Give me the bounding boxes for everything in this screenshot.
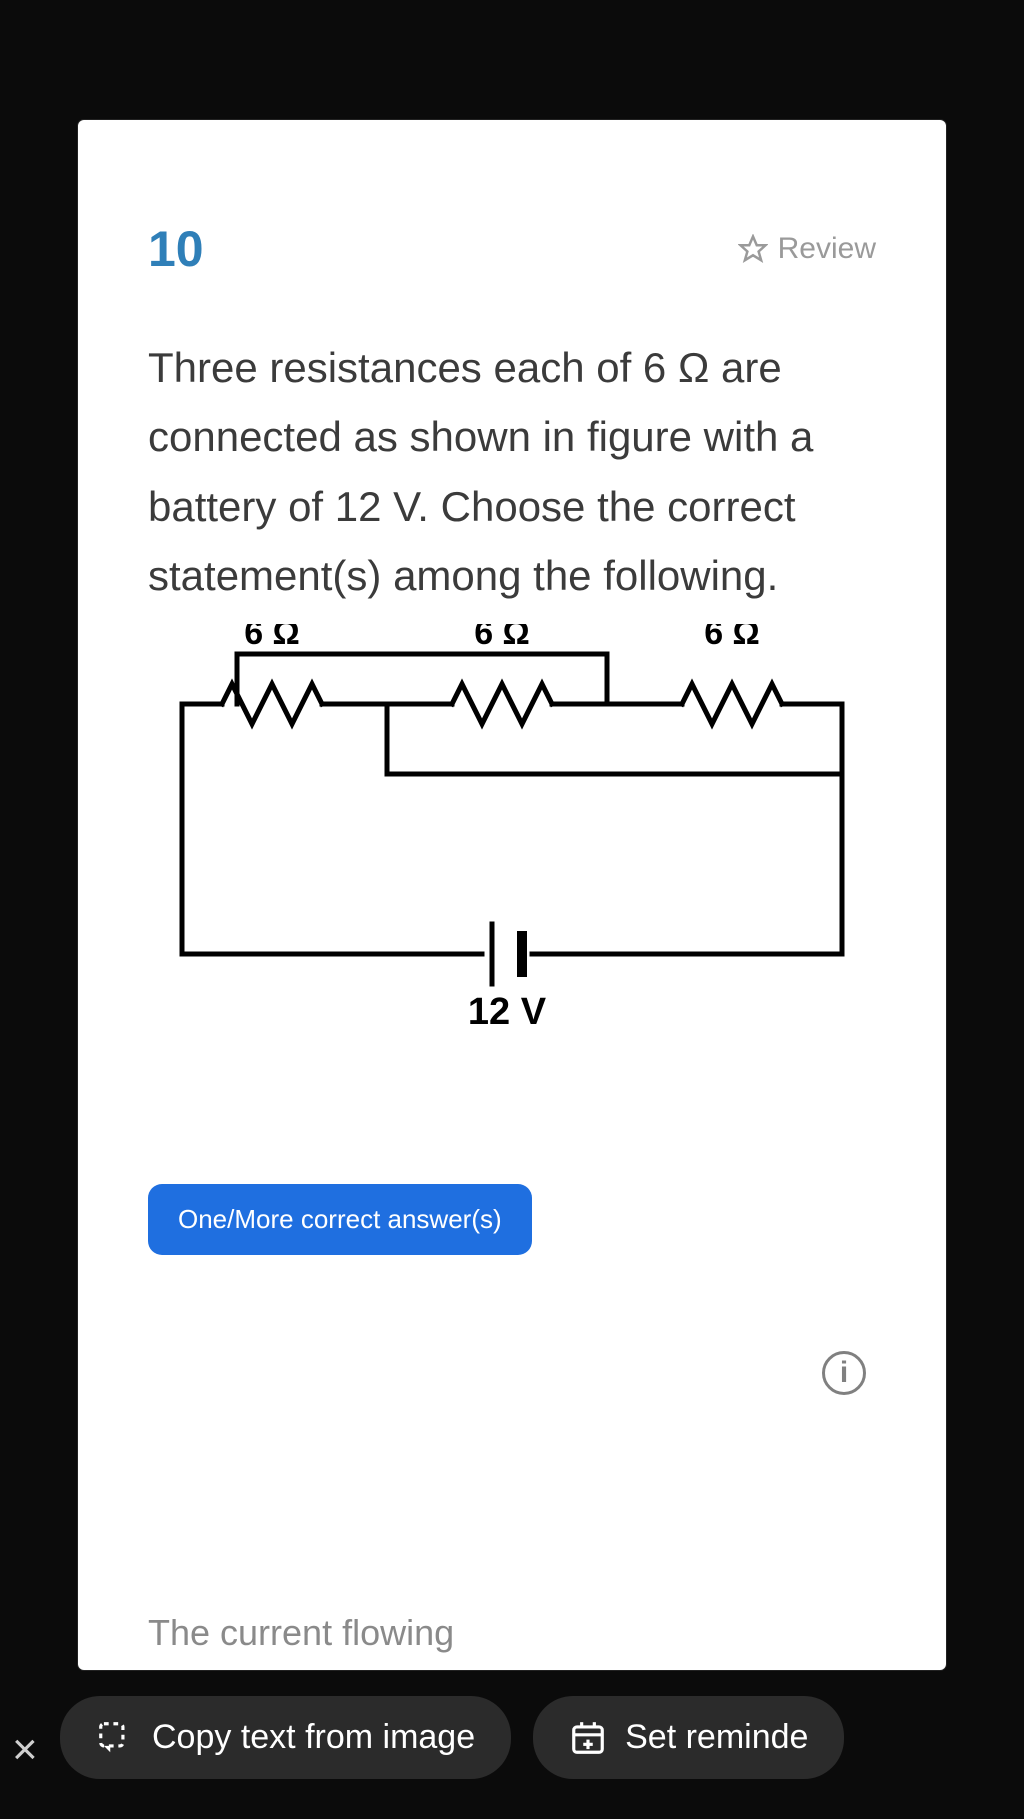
review-button[interactable]: Review <box>738 232 876 266</box>
calendar-plus-icon <box>569 1719 607 1757</box>
set-reminder-label: Set reminde <box>625 1718 808 1757</box>
app-frame: 10 Review Three resistances each of 6 Ω … <box>0 0 1024 1819</box>
option-preview: The current flowing <box>148 1612 454 1654</box>
star-icon <box>738 234 768 264</box>
resistor-label-1: 6 Ω <box>244 624 300 652</box>
answer-type-chip[interactable]: One/More correct answer(s) <box>148 1184 532 1255</box>
copy-text-label: Copy text from image <box>152 1718 475 1757</box>
review-label: Review <box>778 232 876 266</box>
circuit-diagram: 6 Ω 6 Ω 6 Ω 12 V <box>152 624 872 1054</box>
copy-text-button[interactable]: Copy text from image <box>60 1696 511 1779</box>
lens-overlay: Copy text from image Set reminde <box>60 1696 1024 1779</box>
question-card: 10 Review Three resistances each of 6 Ω … <box>78 120 946 1670</box>
info-icon: i <box>840 1356 848 1390</box>
question-header: 10 Review <box>148 220 876 278</box>
close-icon[interactable]: × <box>12 1725 38 1775</box>
copy-text-icon <box>96 1719 134 1757</box>
set-reminder-button[interactable]: Set reminde <box>533 1696 844 1779</box>
battery-label: 12 V <box>468 991 547 1033</box>
question-text: Three resistances each of 6 Ω are connec… <box>148 333 876 610</box>
info-button[interactable]: i <box>822 1351 866 1395</box>
question-number: 10 <box>148 220 204 278</box>
resistor-label-2: 6 Ω <box>474 624 530 652</box>
resistor-label-3: 6 Ω <box>704 624 760 652</box>
